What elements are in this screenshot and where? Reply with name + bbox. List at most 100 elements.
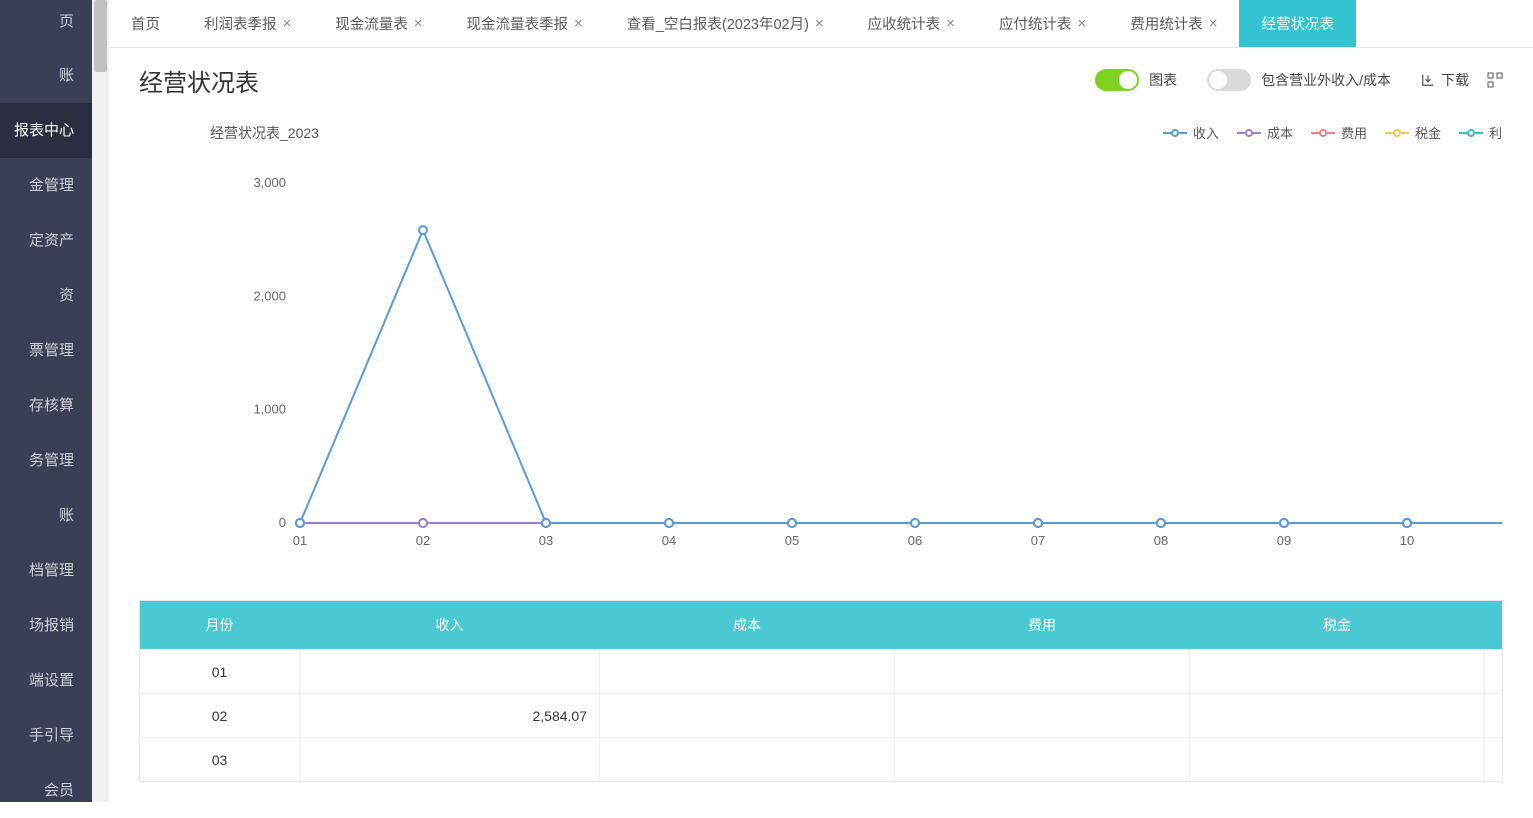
legend-item[interactable]: 成本	[1237, 123, 1293, 142]
svg-text:08: 08	[1154, 533, 1168, 548]
tab[interactable]: 现金流量表×	[313, 0, 444, 47]
table-row: 022,584.07	[140, 693, 1502, 737]
toggle-chart[interactable]: 图表	[1095, 69, 1177, 91]
sidebar-item[interactable]: 档管理	[0, 543, 92, 598]
data-table: 月份收入成本费用税金 01022,584.0703	[139, 600, 1503, 782]
table-cell	[1190, 738, 1485, 781]
close-icon[interactable]: ×	[946, 15, 955, 32]
sidebar-item[interactable]: 存核算	[0, 378, 92, 433]
sidebar-item[interactable]: 务管理	[0, 433, 92, 488]
sidebar-item[interactable]: 账	[0, 488, 92, 543]
data-point[interactable]	[419, 226, 427, 234]
legend-item[interactable]: 收入	[1163, 123, 1219, 142]
table-cell	[600, 694, 895, 737]
toggle-chart-label: 图表	[1149, 70, 1177, 90]
tab[interactable]: 经营状况表	[1239, 0, 1356, 47]
svg-text:03: 03	[539, 533, 553, 548]
toggle-extra-label: 包含营业外收入/成本	[1261, 70, 1391, 90]
table-cell: 2,584.07	[300, 694, 600, 737]
close-icon[interactable]: ×	[414, 15, 423, 32]
tab[interactable]: 首页	[109, 0, 182, 47]
legend-item[interactable]: 税金	[1385, 123, 1441, 142]
data-point[interactable]	[1403, 519, 1411, 527]
download-icon	[1421, 73, 1435, 87]
table-header: 月份收入成本费用税金	[140, 601, 1502, 649]
table-cell	[895, 694, 1190, 737]
sidebar-item[interactable]: 报表中心	[0, 103, 92, 158]
toggle-extra-switch[interactable]	[1207, 69, 1251, 91]
tab-label: 利润表季报	[204, 13, 277, 34]
download-button[interactable]: 下载	[1421, 70, 1469, 90]
close-icon[interactable]: ×	[1077, 15, 1086, 32]
sidebar-item[interactable]: 端设置	[0, 653, 92, 708]
series-line	[300, 230, 1502, 523]
table-row: 03	[140, 737, 1502, 781]
data-point[interactable]	[296, 519, 304, 527]
download-label: 下载	[1441, 70, 1469, 90]
grid-icon	[1487, 72, 1503, 88]
table-body: 01022,584.0703	[140, 649, 1502, 781]
legend-item[interactable]: 利	[1459, 123, 1502, 142]
column-header[interactable]: 费用	[895, 601, 1190, 649]
tab[interactable]: 费用统计表×	[1108, 0, 1239, 47]
column-header[interactable]: 成本	[600, 601, 895, 649]
sidebar-item[interactable]: 账	[0, 48, 92, 103]
close-icon[interactable]: ×	[574, 15, 583, 32]
sidebar-item[interactable]: 会员	[0, 763, 92, 818]
table-cell	[1190, 650, 1485, 693]
tab[interactable]: 查看_空白报表(2023年02月)×	[605, 0, 846, 47]
svg-text:04: 04	[662, 533, 676, 548]
data-point[interactable]	[542, 519, 550, 527]
tab[interactable]: 现金流量表季报×	[445, 0, 605, 47]
close-icon[interactable]: ×	[815, 15, 824, 32]
data-point[interactable]	[911, 519, 919, 527]
data-point[interactable]	[788, 519, 796, 527]
toggle-chart-switch[interactable]	[1095, 69, 1139, 91]
table-cell	[600, 738, 895, 781]
svg-text:07: 07	[1031, 533, 1045, 548]
data-point[interactable]	[1034, 519, 1042, 527]
toggle-include-extra[interactable]: 包含营业外收入/成本	[1207, 69, 1391, 91]
sidebar-item[interactable]: 票管理	[0, 323, 92, 378]
table-cell: 01	[140, 650, 300, 693]
page-header: 经营状况表 图表 包含营业外收入/成本 下载	[109, 48, 1533, 112]
tab[interactable]: 利润表季报 ×	[182, 0, 313, 47]
close-icon[interactable]: ×	[1209, 15, 1218, 32]
svg-text:09: 09	[1277, 533, 1291, 548]
svg-text:05: 05	[785, 533, 799, 548]
sidebar-item[interactable]: 场报销	[0, 598, 92, 653]
sidebar-item[interactable]: 定资产	[0, 213, 92, 268]
legend-item[interactable]: 费用	[1311, 123, 1367, 142]
column-header[interactable]: 月份	[140, 601, 300, 649]
tab-bar: 首页利润表季报×现金流量表×现金流量表季报×查看_空白报表(2023年02月)×…	[109, 0, 1533, 48]
column-header[interactable]: 收入	[300, 601, 600, 649]
close-icon[interactable]: ×	[283, 15, 292, 32]
data-point[interactable]	[419, 519, 427, 527]
legend-label: 成本	[1267, 123, 1293, 142]
legend-label: 收入	[1193, 123, 1219, 142]
svg-text:0: 0	[279, 515, 286, 530]
vertical-scrollbar[interactable]	[92, 0, 109, 802]
column-header[interactable]: 税金	[1190, 601, 1485, 649]
tab[interactable]: 应收统计表 ×	[846, 0, 977, 47]
svg-text:02: 02	[416, 533, 430, 548]
data-point[interactable]	[1280, 519, 1288, 527]
chart-legend: 收入 成本 费用税金利	[1163, 123, 1502, 142]
data-point[interactable]	[1157, 519, 1165, 527]
svg-text:06: 06	[908, 533, 922, 548]
tab-label: 经营状况表	[1261, 13, 1334, 34]
sidebar-item[interactable]: 页	[0, 0, 92, 48]
table-cell: 03	[140, 738, 300, 781]
scrollbar-thumb[interactable]	[94, 0, 107, 72]
sidebar-item[interactable]: 金管理	[0, 158, 92, 213]
more-icon[interactable]	[1487, 72, 1503, 88]
tab[interactable]: 应付统计表×	[977, 0, 1108, 47]
legend-label: 费用	[1341, 123, 1367, 142]
sidebar-item[interactable]: 手引导	[0, 708, 92, 763]
sidebar-item[interactable]: 资	[0, 268, 92, 323]
data-point[interactable]	[665, 519, 673, 527]
svg-text:10: 10	[1400, 533, 1414, 548]
table-cell: 02	[140, 694, 300, 737]
chart-svg: 01,0002,0003,0000102030405060708091011	[140, 143, 1502, 573]
tab-label: 应收统计表	[868, 13, 941, 34]
